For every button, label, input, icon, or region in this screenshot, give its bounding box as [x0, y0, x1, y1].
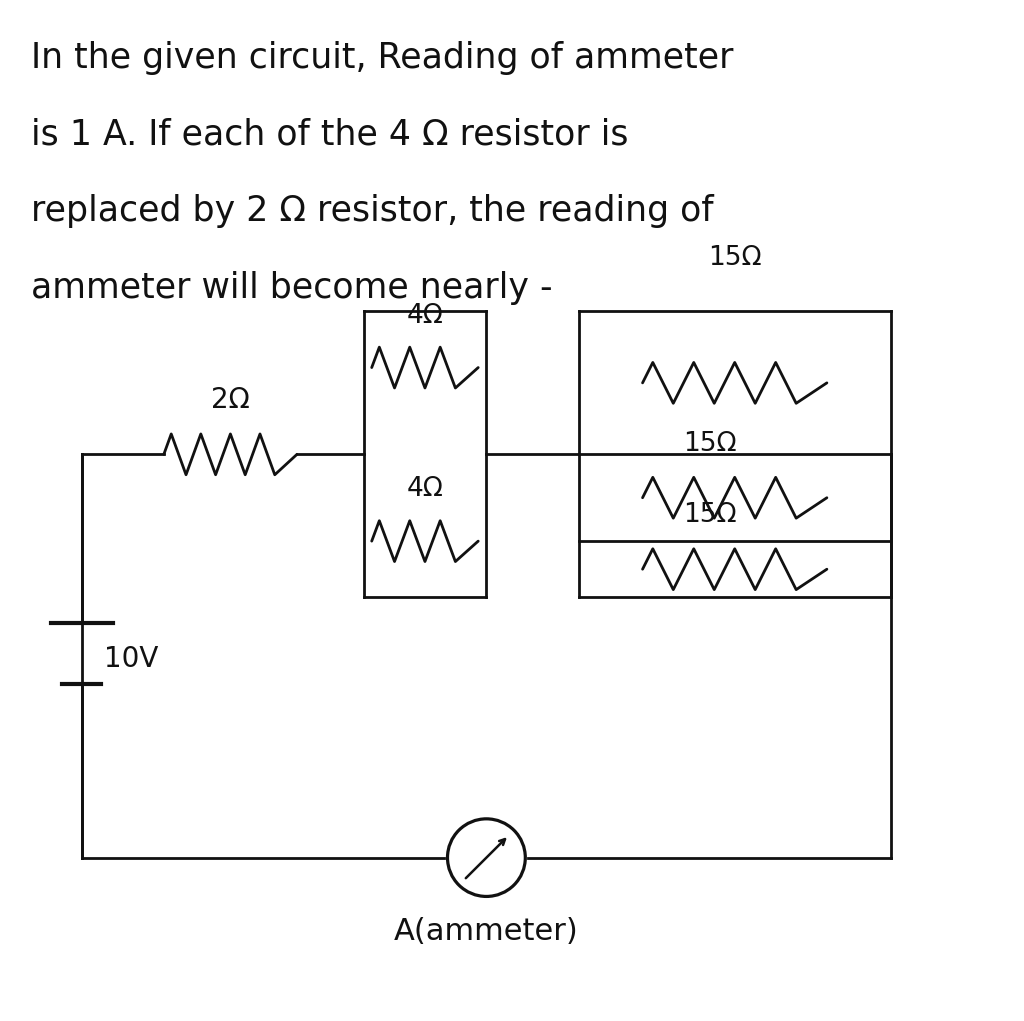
Text: 4Ω: 4Ω: [407, 477, 443, 502]
Text: 4Ω: 4Ω: [407, 303, 443, 329]
Text: 15Ω: 15Ω: [708, 245, 762, 271]
Text: 2Ω: 2Ω: [211, 386, 250, 414]
Text: 15Ω: 15Ω: [684, 502, 737, 529]
Text: is 1 A. If each of the 4 Ω resistor is: is 1 A. If each of the 4 Ω resistor is: [31, 117, 628, 151]
Text: replaced by 2 Ω resistor, the reading of: replaced by 2 Ω resistor, the reading of: [31, 194, 714, 228]
Text: A(ammeter): A(ammeter): [394, 917, 579, 945]
Text: ammeter will become nearly -: ammeter will become nearly -: [31, 271, 552, 304]
Text: 15Ω: 15Ω: [684, 431, 737, 457]
Text: In the given circuit, Reading of ammeter: In the given circuit, Reading of ammeter: [31, 41, 733, 75]
Text: 10V: 10V: [104, 644, 159, 673]
